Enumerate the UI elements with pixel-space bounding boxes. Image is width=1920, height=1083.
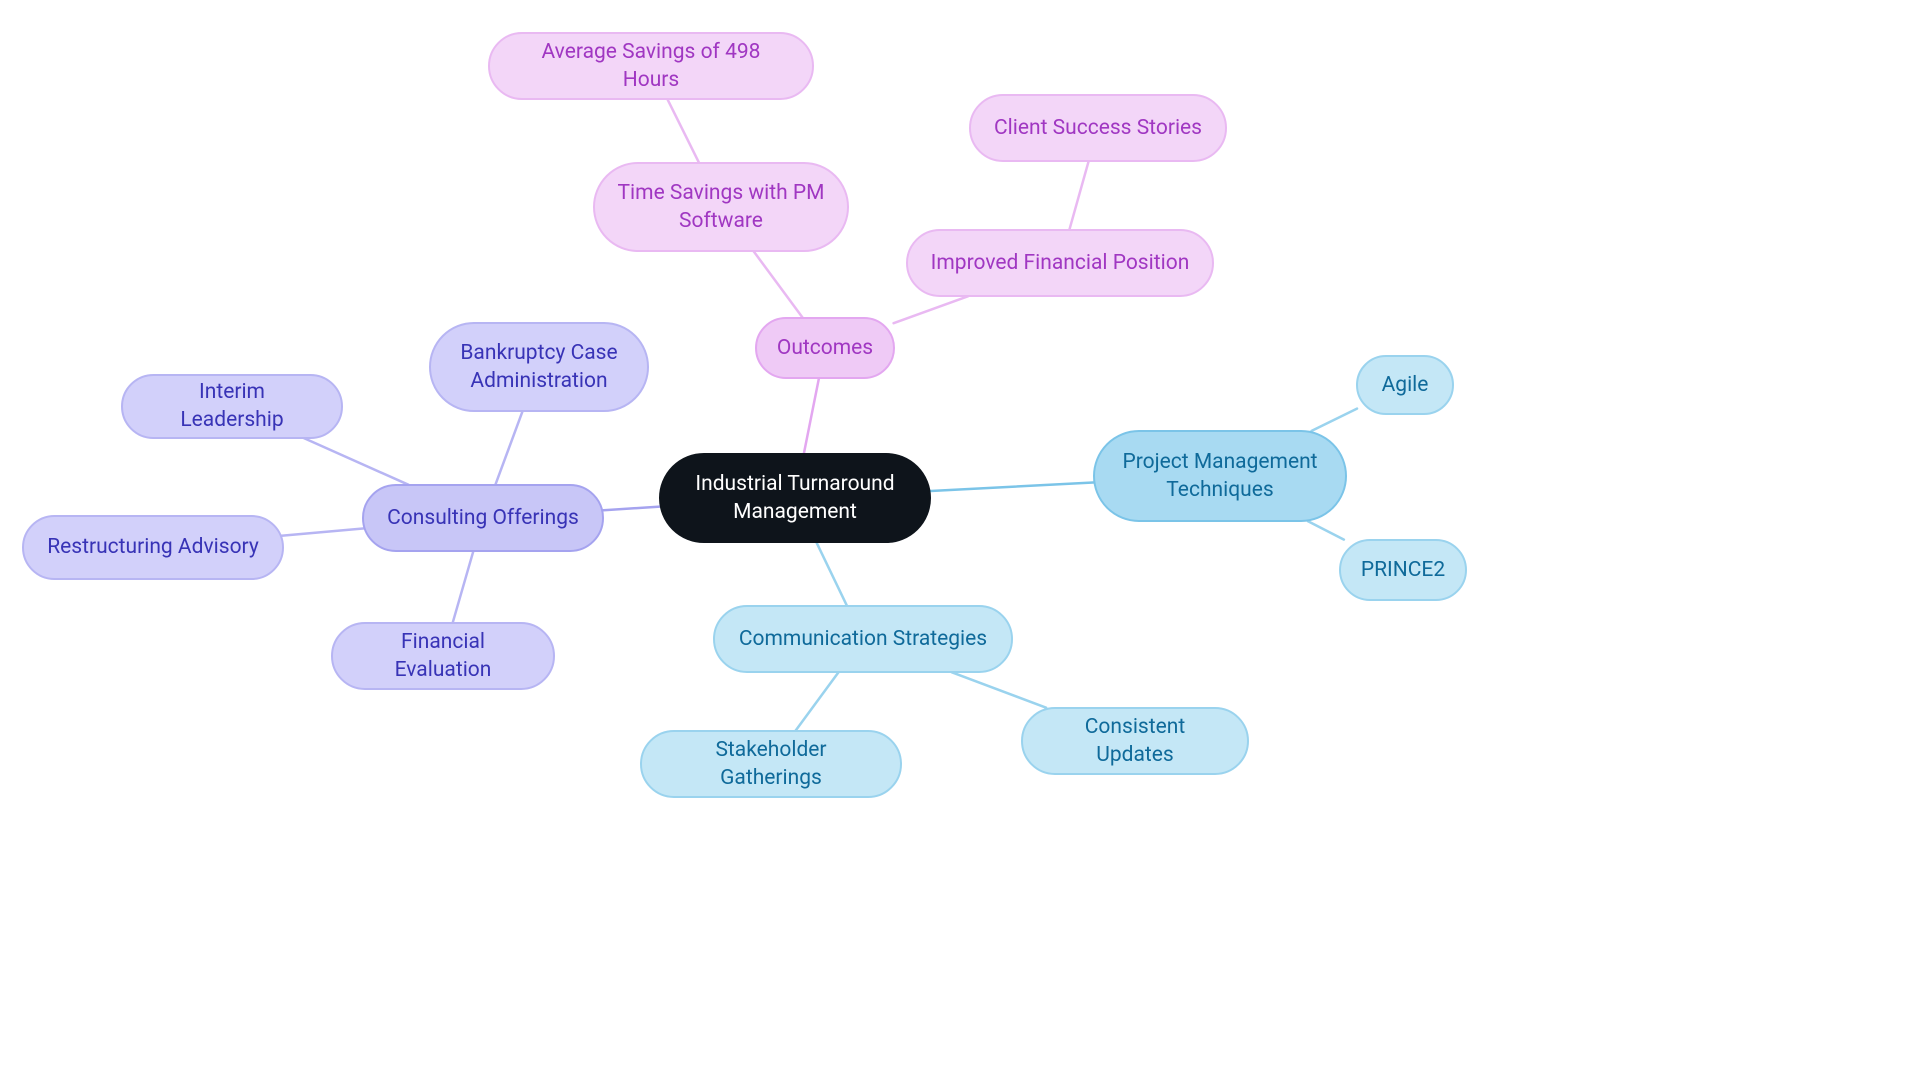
node-label: Consistent Updates [1045, 713, 1225, 770]
node-impfin: Improved Financial Position [906, 229, 1214, 297]
node-label: Stakeholder Gatherings [664, 736, 878, 793]
edge-consult-restr [281, 528, 364, 535]
edge-pmtech-agile [1312, 409, 1357, 431]
edge-consult-fineval [453, 551, 474, 622]
node-label: Financial Evaluation [355, 628, 531, 685]
node-root: Industrial TurnaroundManagement [659, 453, 931, 543]
node-consult: Consulting Offerings [362, 484, 604, 552]
node-outcomes: Outcomes [755, 317, 895, 379]
node-timesav: Time Savings with PMSoftware [593, 162, 849, 252]
node-interim: Interim Leadership [121, 374, 343, 439]
mindmap-canvas: Industrial TurnaroundManagement Consultin… [0, 0, 1920, 1083]
node-pmtech: Project ManagementTechniques [1093, 430, 1347, 522]
node-label: Agile [1382, 371, 1429, 399]
edge-impfin-client [1069, 161, 1088, 229]
node-agile: Agile [1356, 355, 1454, 415]
edge-outcomes-impfin [894, 296, 968, 323]
node-stake: Stakeholder Gatherings [640, 730, 902, 798]
node-client: Client Success Stories [969, 94, 1227, 162]
edge-root-pmtech [928, 482, 1095, 491]
node-prince: PRINCE2 [1339, 539, 1467, 601]
edge-comm-stake [796, 672, 839, 730]
node-label: Interim Leadership [145, 378, 319, 435]
node-label: Industrial TurnaroundManagement [695, 470, 894, 527]
node-fineval: Financial Evaluation [331, 622, 555, 690]
edge-consult-interim [303, 438, 408, 485]
node-label: PRINCE2 [1361, 556, 1445, 584]
edge-consult-bank [495, 411, 522, 485]
node-label: Improved Financial Position [931, 249, 1190, 277]
node-updates: Consistent Updates [1021, 707, 1249, 775]
edge-timesav-avg498 [668, 99, 700, 163]
node-label: Time Savings with PMSoftware [618, 179, 825, 236]
node-avg498: Average Savings of 498 Hours [488, 32, 814, 100]
edge-outcomes-timesav [754, 251, 803, 318]
edge-comm-updates [952, 672, 1046, 707]
node-label: Average Savings of 498 Hours [512, 38, 790, 95]
node-label: Bankruptcy CaseAdministration [460, 339, 617, 396]
edge-root-outcomes [804, 378, 819, 454]
node-label: Restructuring Advisory [47, 533, 259, 561]
node-label: Consulting Offerings [387, 504, 579, 532]
edge-pmtech-prince [1308, 521, 1344, 540]
node-label: Client Success Stories [994, 114, 1202, 142]
edge-root-consult [602, 507, 662, 511]
node-label: Communication Strategies [739, 625, 987, 653]
node-label: Outcomes [777, 334, 873, 362]
node-bank: Bankruptcy CaseAdministration [429, 322, 649, 412]
edge-layer [0, 0, 1920, 1083]
node-label: Project ManagementTechniques [1122, 448, 1317, 505]
edge-root-comm [816, 542, 847, 606]
node-comm: Communication Strategies [713, 605, 1013, 673]
node-restr: Restructuring Advisory [22, 515, 284, 580]
